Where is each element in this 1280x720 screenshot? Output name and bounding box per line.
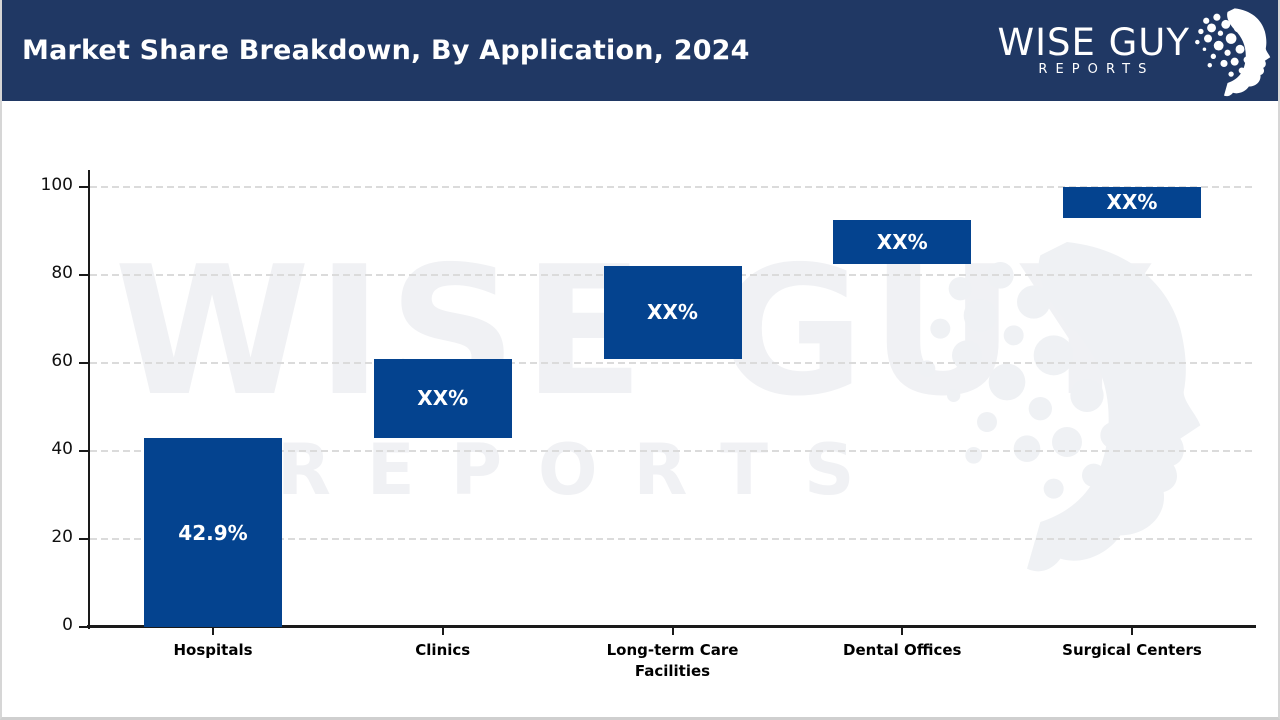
bar-segment: XX% <box>833 220 972 264</box>
x-category-label: Long-term Care Facilities <box>606 641 739 680</box>
wiseguy-logo: WISE GUY REPORTS <box>998 5 1272 97</box>
gridline <box>90 538 1256 540</box>
x-category-label: Dental Offices <box>843 641 962 659</box>
y-tick-label: 100 <box>40 175 73 195</box>
x-tick <box>212 627 214 635</box>
y-tick-label: 80 <box>51 263 73 283</box>
y-tick-label: 40 <box>51 439 73 459</box>
bar-value-label: 42.9% <box>178 520 248 545</box>
wiseguy-head-icon <box>1195 7 1271 96</box>
y-tick-label: 60 <box>51 351 73 371</box>
bar-value-label: XX% <box>647 300 698 325</box>
logo-text: WISE GUY REPORTS <box>997 21 1190 78</box>
y-tick <box>79 186 88 188</box>
x-tick <box>671 627 674 635</box>
page-title: Market Share Breakdown, By Application, … <box>22 35 750 66</box>
x-tick <box>441 627 444 635</box>
bar-segment: XX% <box>603 266 742 359</box>
y-tick <box>79 362 88 364</box>
y-tick-label: 0 <box>62 615 73 635</box>
logo-wordmark: WISE GUY <box>997 21 1190 64</box>
y-tick <box>79 626 88 628</box>
y-tick <box>79 450 88 452</box>
gridline <box>90 450 1256 452</box>
gridline <box>90 362 1256 364</box>
bar-value-label: XX% <box>1106 190 1158 215</box>
bar-segment: XX% <box>373 358 512 439</box>
watermark-subtext: REPORTS <box>277 429 891 511</box>
x-category-label: Clinics <box>415 641 471 659</box>
x-category-label: Hospitals <box>173 641 253 659</box>
logo-subtext: REPORTS <box>1038 62 1155 77</box>
y-axis-line <box>88 170 90 629</box>
bar-value-label: XX% <box>417 386 469 411</box>
y-tick <box>79 538 88 540</box>
bar-value-label: XX% <box>876 230 928 254</box>
bar-segment: 42.9% <box>144 438 282 627</box>
x-tick <box>901 627 904 635</box>
header: Market Share Breakdown, By Application, … <box>2 0 1278 101</box>
x-tick <box>1131 627 1133 635</box>
x-axis-line <box>87 625 1256 628</box>
bar-segment: XX% <box>1063 187 1201 218</box>
y-tick-label: 20 <box>51 527 73 547</box>
x-category-label: Surgical Centers <box>1062 641 1202 659</box>
y-tick <box>79 274 88 276</box>
watermark-head-icon <box>918 242 1201 572</box>
gridline <box>90 186 1256 188</box>
